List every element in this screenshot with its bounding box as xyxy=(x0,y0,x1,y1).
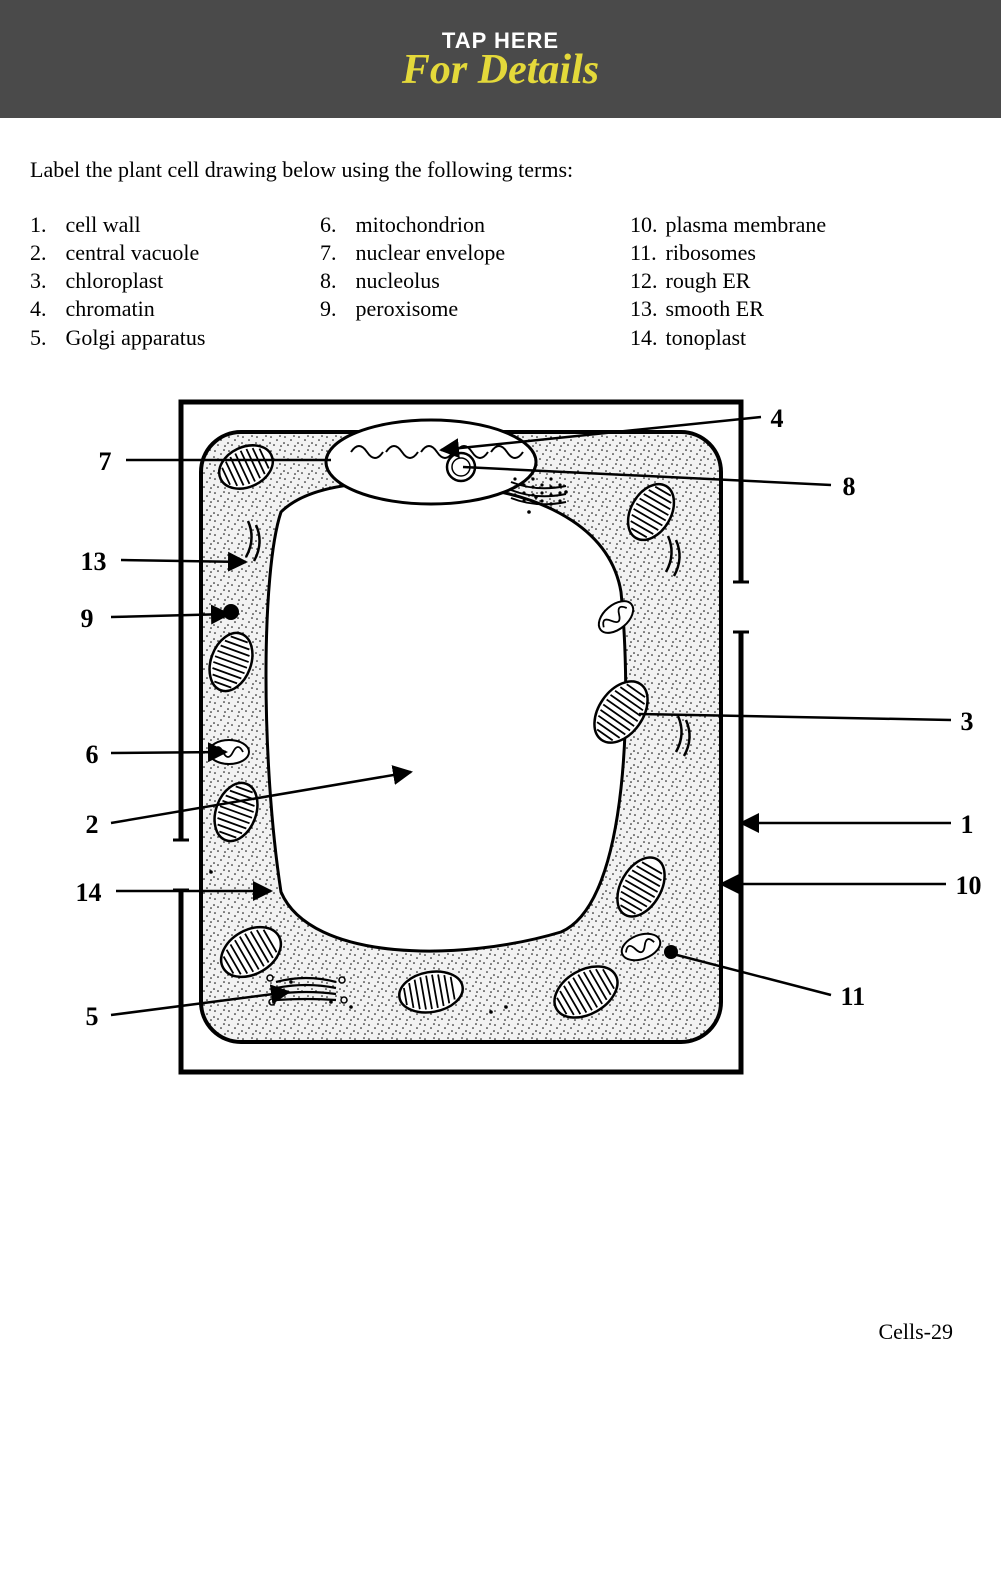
diagram-label-3: 3 xyxy=(961,707,974,737)
term-item: 11. ribosomes xyxy=(630,239,971,267)
term-item: 14. tonoplast xyxy=(630,324,971,352)
diagram-label-9: 9 xyxy=(81,604,94,634)
diagram-label-2: 2 xyxy=(86,810,99,840)
term-item: 9. peroxisome xyxy=(320,295,630,323)
term-item: 5. Golgi apparatus xyxy=(30,324,320,352)
term-item: 8. nucleolus xyxy=(320,267,630,295)
term-item: 12. rough ER xyxy=(630,267,971,295)
diagram-label-8: 8 xyxy=(843,472,856,502)
ad-banner[interactable]: TAP HERE For Details xyxy=(0,0,1001,118)
term-item: 10. plasma membrane xyxy=(630,211,971,239)
term-item: 3. chloroplast xyxy=(30,267,320,295)
diagram-label-1: 1 xyxy=(961,810,974,840)
terms-col-3: 10. plasma membrane11. ribosomes12. roug… xyxy=(630,211,971,352)
term-item: 13. smooth ER xyxy=(630,295,971,323)
banner-details-text: For Details xyxy=(0,52,1001,90)
page-footer: Cells-29 xyxy=(878,1319,953,1345)
term-item: 4. chromatin xyxy=(30,295,320,323)
diagram-label-11: 11 xyxy=(841,982,866,1012)
terms-col-2: 6. mitochondrion7. nuclear envelope8. nu… xyxy=(320,211,630,352)
term-item: 1. cell wall xyxy=(30,211,320,239)
term-item: 6. mitochondrion xyxy=(320,211,630,239)
terms-list: 1. cell wall2. central vacuole3. chlorop… xyxy=(30,211,971,352)
diagram-label-7: 7 xyxy=(99,447,112,477)
instructions-text: Label the plant cell drawing below using… xyxy=(30,157,971,183)
plant-cell-diagram: 48713962145311011 xyxy=(31,392,971,1082)
worksheet-content: PLANT CELL DIAGRAM: Label the plant cell… xyxy=(0,93,1001,1082)
diagram-label-5: 5 xyxy=(86,1002,99,1032)
terms-col-1: 1. cell wall2. central vacuole3. chlorop… xyxy=(30,211,320,352)
diagram-label-10: 10 xyxy=(956,871,982,901)
term-item: 7. nuclear envelope xyxy=(320,239,630,267)
diagram-label-13: 13 xyxy=(81,547,107,577)
term-item: 2. central vacuole xyxy=(30,239,320,267)
diagram-label-6: 6 xyxy=(86,740,99,770)
diagram-label-4: 4 xyxy=(771,404,784,434)
diagram-label-14: 14 xyxy=(76,878,102,908)
